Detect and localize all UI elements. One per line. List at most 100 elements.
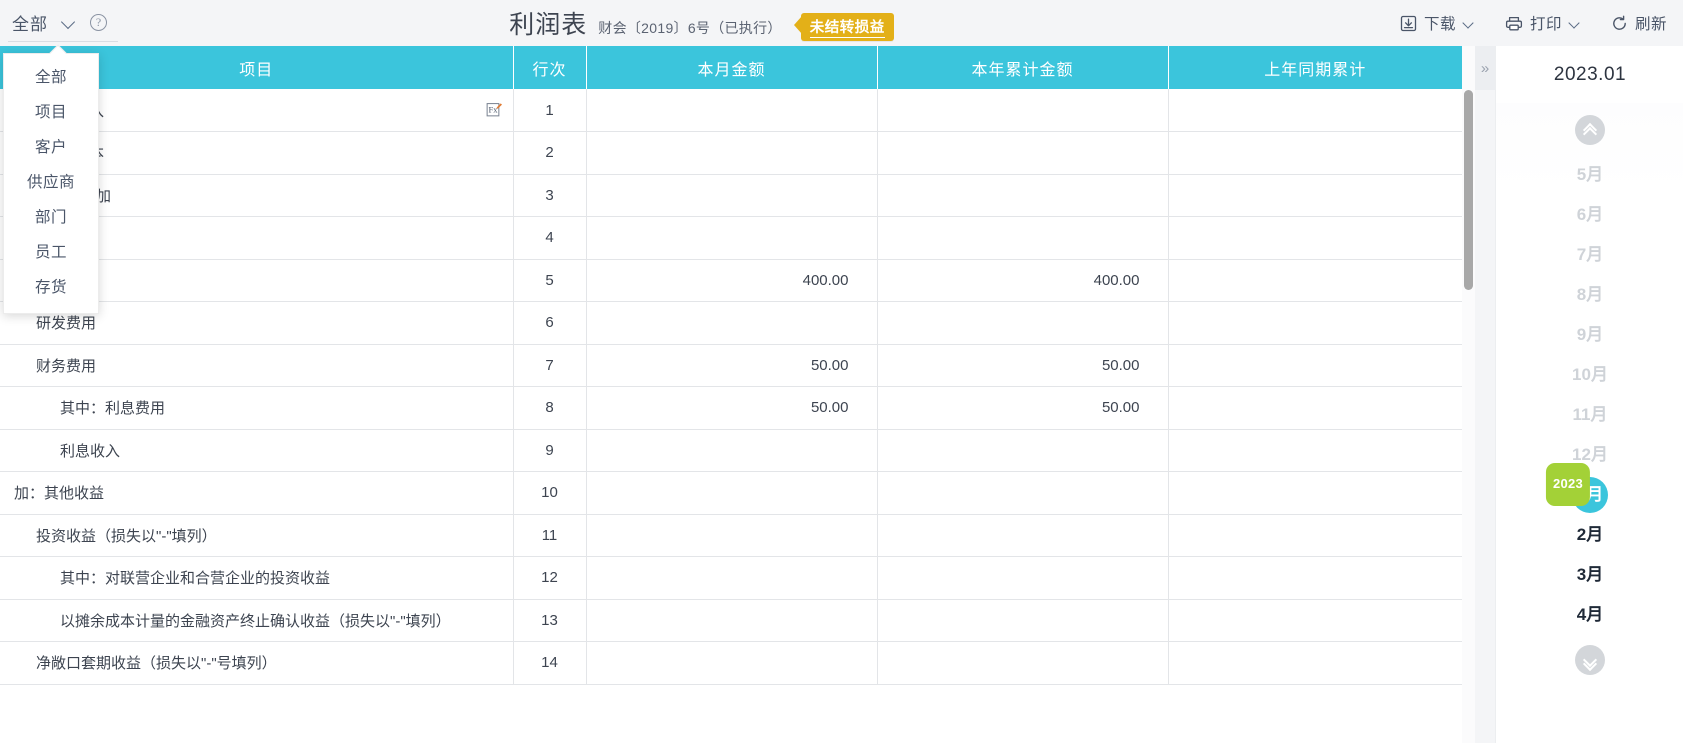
cell-line-number[interactable]: 3 — [513, 174, 587, 217]
cell-month-amount[interactable] — [586, 471, 878, 515]
download-button[interactable]: 下载 — [1400, 12, 1475, 34]
cell-line-number[interactable]: 4 — [513, 216, 587, 260]
month-item[interactable]: 2月 — [1496, 515, 1683, 555]
cell-item-name[interactable]: 利息收入 — [0, 429, 514, 472]
table-row[interactable]: 以摊余成本计量的金融资产终止确认收益（损失以"-"填列） 13 — [0, 599, 1462, 642]
month-item[interactable]: 5月 — [1496, 155, 1683, 195]
vertical-scrollbar-track[interactable] — [1462, 46, 1475, 743]
table-row[interactable]: 投资收益（损失以"-"填列） 11 — [0, 514, 1462, 557]
cell-ytd-amount[interactable] — [877, 556, 1169, 600]
column-header-month-amount[interactable]: 本月金额 — [586, 46, 878, 89]
cell-prev-year-amount[interactable] — [1168, 131, 1462, 175]
cell-prev-year-amount[interactable] — [1168, 89, 1462, 132]
cell-prev-year-amount[interactable] — [1168, 641, 1462, 685]
cell-month-amount[interactable]: 50.00 — [586, 386, 878, 430]
cell-ytd-amount[interactable] — [877, 429, 1169, 472]
cell-ytd-amount[interactable] — [877, 599, 1169, 642]
table-row[interactable]: 一、营业收入Fx1 — [0, 89, 1462, 132]
cell-prev-year-amount[interactable] — [1168, 556, 1462, 600]
month-item[interactable]: 2023 1月 — [1496, 463, 1683, 515]
print-button[interactable]: 打印 — [1505, 12, 1581, 34]
collapse-period-panel-button[interactable]: » — [1475, 46, 1495, 90]
cell-month-amount[interactable] — [586, 429, 878, 472]
column-header-ytd-amount[interactable]: 本年累计金额 — [877, 46, 1169, 89]
cell-prev-year-amount[interactable] — [1168, 259, 1462, 302]
month-item[interactable]: 8月 — [1496, 275, 1683, 315]
dropdown-item-7[interactable]: 存货 — [34, 279, 67, 296]
dropdown-item-5[interactable]: 部门 — [34, 209, 67, 226]
cell-item-name[interactable]: 其中：利息费用 — [0, 386, 514, 430]
dimension-filter-trigger[interactable]: 全部 ? — [12, 7, 107, 37]
double-chevron-up-icon[interactable] — [1575, 115, 1605, 145]
cell-line-number[interactable]: 7 — [513, 344, 587, 387]
table-row[interactable]: 净敞口套期收益（损失以"-"号填列） 14 — [0, 641, 1462, 685]
refresh-button[interactable]: 刷新 — [1611, 12, 1667, 34]
month-item[interactable]: 11月 — [1496, 395, 1683, 435]
table-row[interactable]: 财务费用 7 50.00 50.00 — [0, 344, 1462, 387]
cell-ytd-amount[interactable] — [877, 89, 1169, 132]
double-chevron-down-icon[interactable] — [1575, 645, 1605, 675]
cell-month-amount[interactable]: 50.00 — [586, 344, 878, 387]
dropdown-item-3[interactable]: 客户 — [34, 139, 67, 156]
cell-line-number[interactable]: 6 — [513, 301, 587, 345]
cell-ytd-amount[interactable] — [877, 514, 1169, 557]
formula-edit-icon[interactable]: Fx — [486, 102, 503, 119]
cell-month-amount[interactable] — [586, 556, 878, 600]
dropdown-item-4[interactable]: 供应商 — [26, 174, 75, 191]
month-item[interactable]: 10月 — [1496, 355, 1683, 395]
cell-prev-year-amount[interactable] — [1168, 429, 1462, 472]
cell-month-amount[interactable] — [586, 514, 878, 557]
cell-item-name[interactable]: 净敞口套期收益（损失以"-"号填列） — [0, 641, 514, 685]
table-row[interactable]: 研发费用 6 — [0, 301, 1462, 345]
cell-item-name[interactable]: 其中：对联营企业和合营企业的投资收益 — [0, 556, 514, 600]
cell-month-amount[interactable] — [586, 174, 878, 217]
table-row[interactable]: 税金及附加3 — [0, 174, 1462, 217]
dropdown-item-6[interactable]: 员工 — [34, 244, 67, 261]
column-header-prev-year-ytd[interactable]: 上年同期累计 — [1168, 46, 1462, 89]
cell-line-number[interactable]: 10 — [513, 471, 587, 515]
cell-line-number[interactable]: 1 — [513, 89, 587, 132]
dropdown-item-1[interactable]: 全部 — [34, 69, 67, 86]
month-item[interactable]: 4月 — [1496, 595, 1683, 635]
cell-month-amount[interactable] — [586, 641, 878, 685]
cell-month-amount[interactable]: 400.00 — [586, 259, 878, 302]
cell-line-number[interactable]: 5 — [513, 259, 587, 302]
table-row[interactable]: 加：其他收益 10 — [0, 471, 1462, 515]
cell-line-number[interactable]: 2 — [513, 131, 587, 175]
cell-prev-year-amount[interactable] — [1168, 514, 1462, 557]
cell-prev-year-amount[interactable] — [1168, 301, 1462, 345]
selected-period-value[interactable]: 2023.01 — [1553, 63, 1627, 85]
cell-prev-year-amount[interactable] — [1168, 216, 1462, 260]
cell-month-amount[interactable] — [586, 301, 878, 345]
cell-prev-year-amount[interactable] — [1168, 599, 1462, 642]
cell-prev-year-amount[interactable] — [1168, 174, 1462, 217]
dropdown-item-2[interactable]: 项目 — [34, 104, 67, 121]
cell-month-amount[interactable] — [586, 131, 878, 175]
cell-line-number[interactable]: 11 — [513, 514, 587, 557]
month-item[interactable]: 3月 — [1496, 555, 1683, 595]
cell-item-name[interactable]: 财务费用 — [0, 344, 514, 387]
cell-ytd-amount[interactable]: 400.00 — [877, 259, 1169, 302]
table-row[interactable]: 减：营业成本2 — [0, 131, 1462, 175]
cell-prev-year-amount[interactable] — [1168, 386, 1462, 430]
cell-prev-year-amount[interactable] — [1168, 344, 1462, 387]
cell-item-name[interactable]: 以摊余成本计量的金融资产终止确认收益（损失以"-"填列） — [0, 599, 514, 642]
month-item[interactable]: 9月 — [1496, 315, 1683, 355]
table-row[interactable]: 利息收入 9 — [0, 429, 1462, 472]
cell-month-amount[interactable] — [586, 89, 878, 132]
table-row[interactable]: 其中：对联营企业和合营企业的投资收益 12 — [0, 556, 1462, 600]
month-item[interactable]: 6月 — [1496, 195, 1683, 235]
vertical-scrollbar-thumb[interactable] — [1464, 90, 1473, 290]
table-row[interactable]: 销售费用4 — [0, 216, 1462, 260]
cell-ytd-amount[interactable] — [877, 131, 1169, 175]
cell-prev-year-amount[interactable] — [1168, 471, 1462, 515]
cell-ytd-amount[interactable]: 50.00 — [877, 344, 1169, 387]
cell-month-amount[interactable] — [586, 216, 878, 260]
cell-line-number[interactable]: 14 — [513, 641, 587, 685]
cell-ytd-amount[interactable] — [877, 301, 1169, 345]
table-row[interactable]: 其中：利息费用 8 50.00 50.00 — [0, 386, 1462, 430]
cell-ytd-amount[interactable] — [877, 641, 1169, 685]
column-header-line-no[interactable]: 行次 — [513, 46, 587, 89]
cell-item-name[interactable]: 投资收益（损失以"-"填列） — [0, 514, 514, 557]
